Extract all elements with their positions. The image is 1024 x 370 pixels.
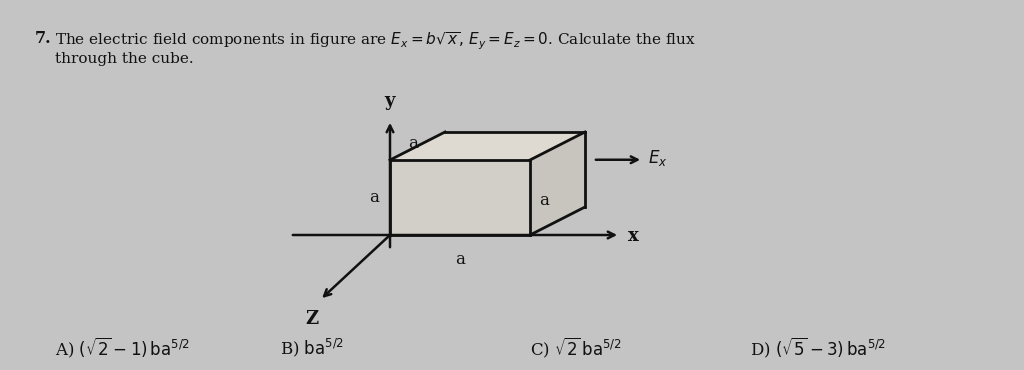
Text: B) $\mathrm{ba}^{5/2}$: B) $\mathrm{ba}^{5/2}$ (280, 337, 344, 359)
Text: a: a (409, 135, 418, 152)
Polygon shape (390, 132, 585, 160)
Polygon shape (390, 132, 445, 235)
Text: D) $(\sqrt{5}-3)\,\mathrm{ba}^{5/2}$: D) $(\sqrt{5}-3)\,\mathrm{ba}^{5/2}$ (750, 336, 886, 360)
Text: a: a (539, 192, 549, 209)
Text: C) $\sqrt{2}\,\mathrm{ba}^{5/2}$: C) $\sqrt{2}\,\mathrm{ba}^{5/2}$ (530, 336, 622, 360)
Text: The electric field components in figure are $E_x = b\sqrt{x},\, E_y = E_z = 0$. : The electric field components in figure … (55, 30, 696, 51)
Text: a: a (369, 189, 379, 206)
Text: y: y (384, 92, 394, 110)
Text: $E_x$: $E_x$ (648, 148, 668, 168)
Polygon shape (390, 160, 530, 235)
Text: x: x (628, 227, 639, 245)
Text: 7.: 7. (35, 30, 51, 47)
Text: Z: Z (305, 310, 318, 328)
Text: a: a (455, 251, 465, 268)
Text: through the cube.: through the cube. (55, 52, 194, 66)
Text: A) $(\sqrt{2}-1)\,\mathrm{ba}^{5/2}$: A) $(\sqrt{2}-1)\,\mathrm{ba}^{5/2}$ (55, 336, 190, 360)
Polygon shape (530, 132, 585, 235)
